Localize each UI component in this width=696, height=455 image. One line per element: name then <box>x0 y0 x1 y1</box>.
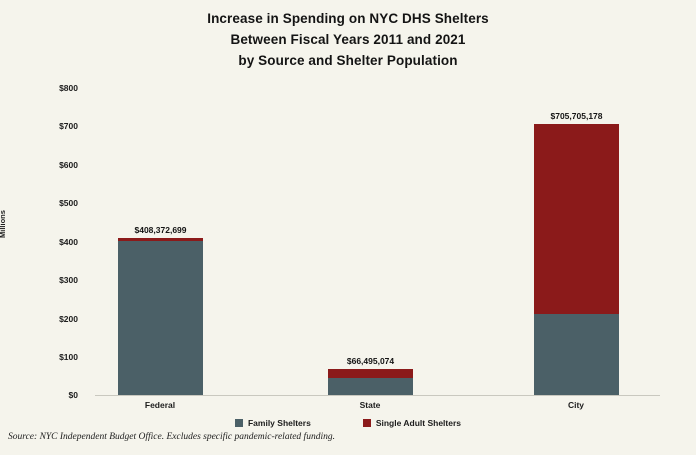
y-axis-tick-0: $0 <box>68 390 78 400</box>
bar-segment-state-family-shelters[interactable] <box>328 377 413 395</box>
chart-legend: Family Shelters Single Adult Shelters <box>0 418 696 428</box>
bar-group-state[interactable]: $66,495,074 <box>328 356 413 395</box>
bar-value-federal: $408,372,699 <box>134 225 187 235</box>
y-axis-tick-400: $400 <box>59 237 78 247</box>
legend-item-family-shelters[interactable]: Family Shelters <box>234 418 311 428</box>
bar-value-state: $66,495,074 <box>346 356 395 366</box>
legend-swatch-single-adult-shelters-icon <box>362 419 371 427</box>
legend-item-single-adult-shelters[interactable]: Single Adult Shelters <box>362 418 461 428</box>
chart-title-line-2: Between Fiscal Years 2011 and 2021 <box>230 32 466 47</box>
y-axis-tick-100: $100 <box>59 352 78 362</box>
bar-segment-state-single-adult-shelters[interactable] <box>328 369 413 378</box>
x-axis-line <box>95 395 660 396</box>
bar-segment-city-single-adult-shelters[interactable] <box>534 124 619 314</box>
y-axis-tick-700: $700 <box>59 121 78 131</box>
y-axis-tick-300: $300 <box>59 275 78 285</box>
x-axis-tick-state: State <box>359 400 381 410</box>
y-axis-tick-200: $200 <box>59 314 78 324</box>
legend-label-family-shelters: Family Shelters <box>247 418 311 428</box>
legend-swatch-family-shelters-icon <box>234 419 243 427</box>
x-axis-tick-city: City <box>567 400 585 410</box>
plot-area: $408,372,699 $66,495,074 $705,705,178 <box>95 88 660 395</box>
y-axis-tick-600: $600 <box>59 160 78 170</box>
x-axis-tick-federal: Federal <box>144 400 176 410</box>
bar-group-federal[interactable]: $408,372,699 <box>118 225 203 395</box>
y-axis-tick-500: $500 <box>59 198 78 208</box>
bar-group-city[interactable]: $705,705,178 <box>534 111 619 395</box>
bar-segment-city-family-shelters[interactable] <box>534 313 619 395</box>
bar-segment-federal-family-shelters[interactable] <box>118 241 203 395</box>
y-axis-title: Millions <box>0 210 7 238</box>
chart-title-line-3: by Source and Shelter Population <box>238 53 458 68</box>
legend-label-single-adult-shelters: Single Adult Shelters <box>375 418 461 428</box>
chart-title: Increase in Spending on NYC DHS Shelters… <box>0 8 696 71</box>
source-note: Source: NYC Independent Budget Office. E… <box>8 432 335 442</box>
bar-segment-federal-single-adult-shelters[interactable] <box>118 238 203 242</box>
y-axis-tick-800: $800 <box>59 83 78 93</box>
bar-value-city: $705,705,178 <box>550 111 603 121</box>
chart-title-line-1: Increase in Spending on NYC DHS Shelters <box>207 11 489 26</box>
